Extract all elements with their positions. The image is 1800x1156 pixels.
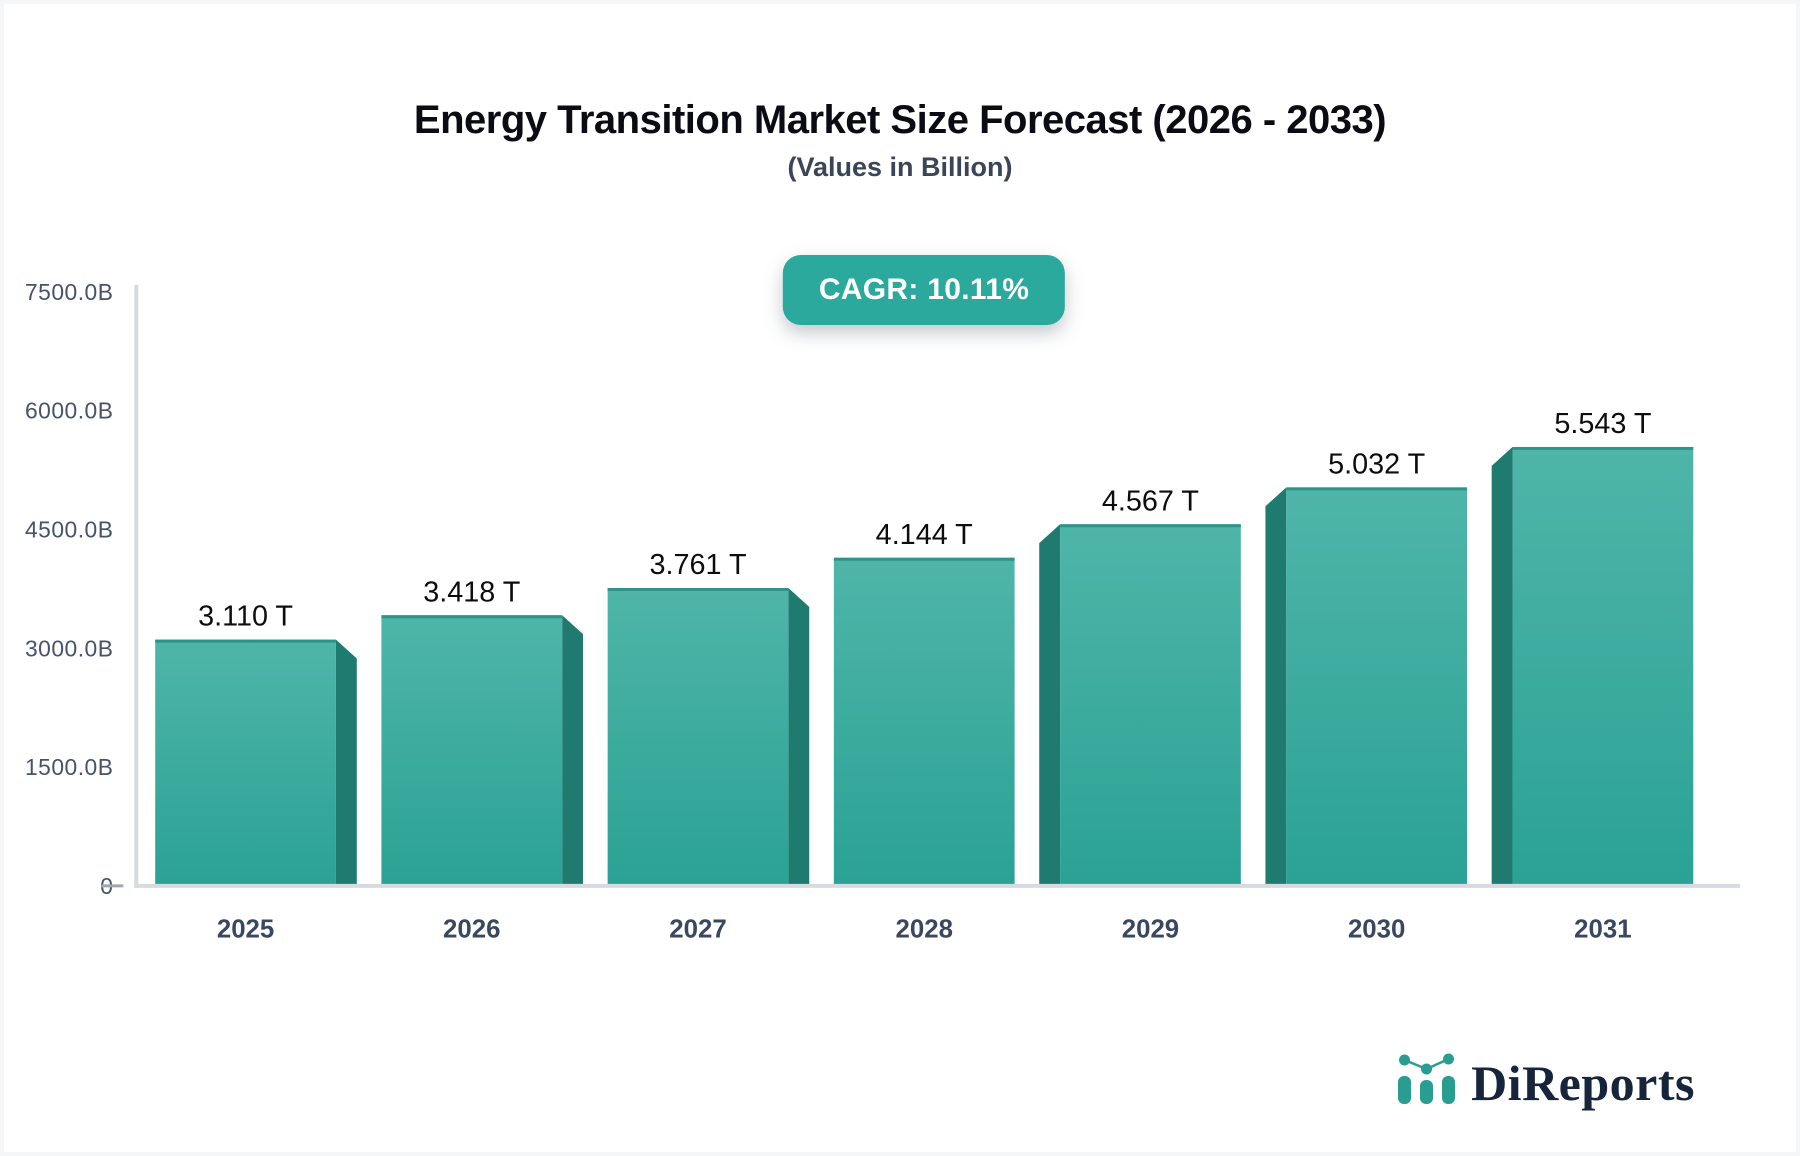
chart-title: Energy Transition Market Size Forecast (… (413, 98, 1387, 142)
bar-front-face (1060, 524, 1241, 886)
bar-2030: 5.032 T 2030 (1265, 449, 1468, 943)
x-axis-label: 2030 (1348, 915, 1405, 943)
brand-logo: DiReports (1395, 1046, 1695, 1108)
cagr-badge-label: CAGR: 10.11% (818, 273, 1030, 306)
x-axis-label: 2027 (669, 915, 726, 943)
bar-side-face (1265, 487, 1287, 886)
bar-2031: 5.543 T 2031 (1491, 408, 1694, 943)
y-tick-label: 4500.0B (25, 516, 114, 542)
bar-front-face (833, 557, 1015, 886)
bar-front-face (607, 588, 789, 886)
bar-side-face (788, 588, 810, 886)
chart-card: Energy Transition Market Size Forecast (… (4, 4, 1796, 1152)
bar-value-label: 4.144 T (876, 519, 973, 551)
bar-side-face (562, 615, 584, 886)
bar-front-face (381, 615, 563, 886)
bar-value-label: 5.543 T (1554, 408, 1651, 440)
bar-2026: 3.418 T 2026 (381, 576, 584, 943)
bar-side-face (1491, 446, 1513, 886)
x-axis-label: 2026 (443, 915, 500, 943)
bar-front-face (1286, 487, 1468, 886)
bar-value-label: 4.567 T (1102, 485, 1199, 517)
bar-2028: 4.144 T 2028 (833, 519, 1015, 943)
y-tick-label: 6000.0B (25, 398, 114, 424)
cagr-badge: CAGR: 10.11% (782, 255, 1066, 325)
bar-2029: 4.567 T 2029 (1039, 485, 1241, 943)
x-axis-label: 2031 (1574, 915, 1631, 943)
x-axis-label: 2028 (896, 915, 953, 943)
bar-value-label: 3.110 T (198, 601, 293, 633)
x-axis-label: 2025 (217, 915, 274, 943)
bar-side-face (335, 639, 357, 886)
bar-side-face (1039, 524, 1061, 886)
bar-value-label: 3.418 T (423, 576, 520, 608)
x-axis-label: 2029 (1122, 915, 1179, 943)
bar-chart: 3.110 T 2025 3.418 T 2026 3.761 T 2027 4.144 T… (25, 279, 1741, 943)
bar-2027: 3.761 T 2027 (607, 549, 810, 943)
y-tick-label: 7500.0B (25, 279, 114, 305)
bar-2025: 3.110 T 2025 (155, 601, 357, 943)
chart-subtitle: (Values in Billion) (787, 152, 1013, 182)
y-tick-label: 1500.0B (25, 754, 114, 780)
bar-value-label: 5.032 T (1328, 449, 1425, 481)
brand-logo-text: DiReports (1471, 1055, 1695, 1111)
bar-line-chart-icon (1398, 1053, 1456, 1104)
bar-front-face (155, 639, 336, 886)
y-tick-label: 3000.0B (25, 635, 114, 661)
bar-front-face (1512, 446, 1694, 886)
bar-value-label: 3.761 T (649, 549, 746, 581)
